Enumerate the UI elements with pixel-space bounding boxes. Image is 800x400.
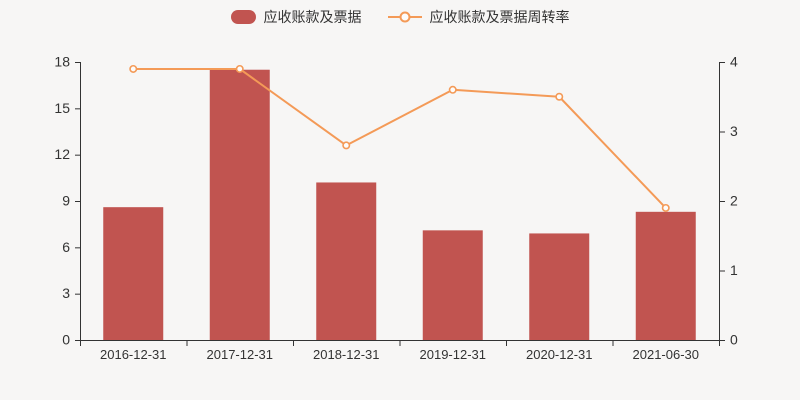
y-axis-left-label: 3	[62, 285, 70, 301]
line-point-2016-12-31[interactable]	[129, 64, 138, 73]
y-axis-left-label: 6	[62, 239, 70, 255]
line-series-swatch-icon	[387, 10, 422, 24]
bar-2016-12-31[interactable]	[103, 207, 164, 340]
line-point-2020-12-31[interactable]	[555, 92, 564, 101]
y-axis-right-label: 0	[730, 332, 738, 348]
y-axis-left-label: 9	[62, 193, 70, 209]
bar-2020-12-31[interactable]	[529, 233, 590, 340]
y-axis-right-label: 4	[730, 54, 738, 70]
turnover-line	[132, 67, 667, 209]
y-axis-right-label: 3	[730, 123, 738, 139]
line-point-2018-12-31[interactable]	[342, 141, 351, 150]
y-axis-left-label: 18	[54, 54, 70, 70]
line-point-2019-12-31[interactable]	[448, 85, 457, 94]
x-axis-label: 2021-06-30	[633, 347, 700, 362]
bar-2018-12-31[interactable]	[316, 182, 377, 340]
y-axis-left-label: 0	[62, 332, 70, 348]
bar-2019-12-31[interactable]	[422, 230, 483, 340]
x-axis-label: 2016-12-31	[100, 347, 167, 362]
x-axis-label: 2019-12-31	[420, 347, 487, 362]
bar-2021-06-30[interactable]	[635, 211, 696, 340]
y-axis-right-label: 2	[730, 193, 738, 209]
legend-label-line: 应收账款及票据周转率	[429, 9, 570, 25]
line-point-2021-06-30[interactable]	[661, 203, 670, 212]
line-point-2017-12-31[interactable]	[235, 64, 244, 73]
x-axis-label: 2018-12-31	[313, 347, 380, 362]
bar-2017-12-31[interactable]	[209, 69, 270, 340]
x-axis-label: 2020-12-31	[526, 347, 593, 362]
bar-series-swatch-icon	[230, 10, 256, 24]
legend: 应收账款及票据 应收账款及票据周转率	[0, 7, 800, 27]
y-axis-left-label: 12	[54, 146, 70, 162]
legend-label-bar: 应收账款及票据	[263, 9, 362, 25]
y-axis-left-label: 15	[54, 100, 70, 116]
x-axis-label: 2017-12-31	[207, 347, 274, 362]
legend-item-turnover-line[interactable]: 应收账款及票据周转率	[387, 7, 570, 27]
legend-item-receivables-bar[interactable]: 应收账款及票据	[230, 7, 362, 27]
y-axis-right-label: 1	[730, 262, 738, 278]
